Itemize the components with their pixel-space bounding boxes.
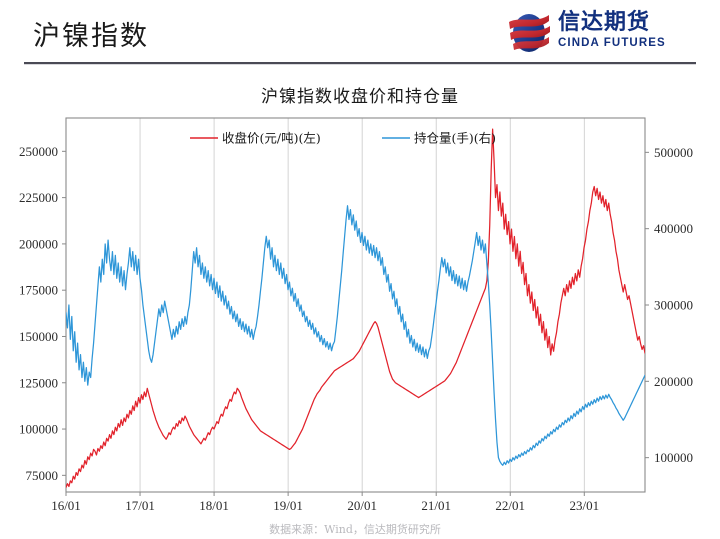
x-axis-tick-label: 19/01	[273, 498, 303, 513]
cinda-logo-icon	[509, 14, 550, 52]
header-divider	[24, 62, 696, 64]
series-line-1	[66, 128, 645, 488]
series-group	[66, 128, 645, 488]
chart-plot: 75000 100000 125000 150000 175000 200000 22500…	[0, 70, 720, 520]
dual-axis-line-chart: 75000 100000 125000 150000 175000 200000 22500…	[19, 117, 693, 513]
slide-header: 沪镍指数 信达期货 CINDA FUTURES	[0, 0, 720, 66]
legend-label-2: 持仓量(手)(右)	[414, 131, 496, 146]
x-axis-tick-label: 16/01	[51, 498, 81, 513]
right-axis-tick-label: 200000	[654, 374, 693, 389]
page-title: 沪镍指数	[33, 21, 149, 52]
legend-label-1: 收盘价(元/吨)(左)	[222, 131, 321, 146]
logo-text-block: 信达期货 CINDA FUTURES	[558, 10, 702, 50]
right-axis-tick-label: 400000	[654, 221, 693, 236]
right-axis-tick-label: 500000	[654, 145, 693, 160]
chart-region: 沪镍指数收盘价和持仓量 75000 100000 125000 150000 17500…	[0, 70, 720, 520]
plot-border	[65, 117, 646, 493]
left-axis-tick-label: 200000	[19, 236, 58, 251]
x-axis-tick-label: 18/01	[199, 498, 229, 513]
left-axis-tick-label: 100000	[19, 422, 58, 437]
left-axis-tick-label: 125000	[19, 375, 58, 390]
left-axis-tick-label: 225000	[19, 190, 58, 205]
brand-logo: 信达期货 CINDA FUTURES	[506, 8, 702, 56]
right-axis-tick-label: 100000	[654, 450, 693, 465]
x-axis-tick-label: 23/01	[569, 498, 599, 513]
x-axis-tick-label: 21/01	[421, 498, 451, 513]
x-axis-tick-label: 17/01	[125, 498, 155, 513]
right-axis-tick-label: 300000	[654, 298, 693, 313]
source-note: 数据来源：Wind，信达期货研究所	[269, 523, 441, 536]
logo-english-name: CINDA FUTURES	[558, 37, 666, 49]
logo-chinese-name: 信达期货	[558, 10, 651, 35]
left-axis-tick-label: 175000	[19, 283, 58, 298]
left-axis-tick-label: 75000	[26, 468, 59, 483]
left-axis-tick-label: 150000	[19, 329, 58, 344]
x-axis-tick-label: 20/01	[347, 498, 377, 513]
chart-title: 沪镍指数收盘价和持仓量	[261, 87, 459, 107]
x-axis-tick-label: 22/01	[495, 498, 525, 513]
series-line-2	[66, 205, 645, 466]
left-axis-tick-label: 250000	[19, 144, 58, 159]
